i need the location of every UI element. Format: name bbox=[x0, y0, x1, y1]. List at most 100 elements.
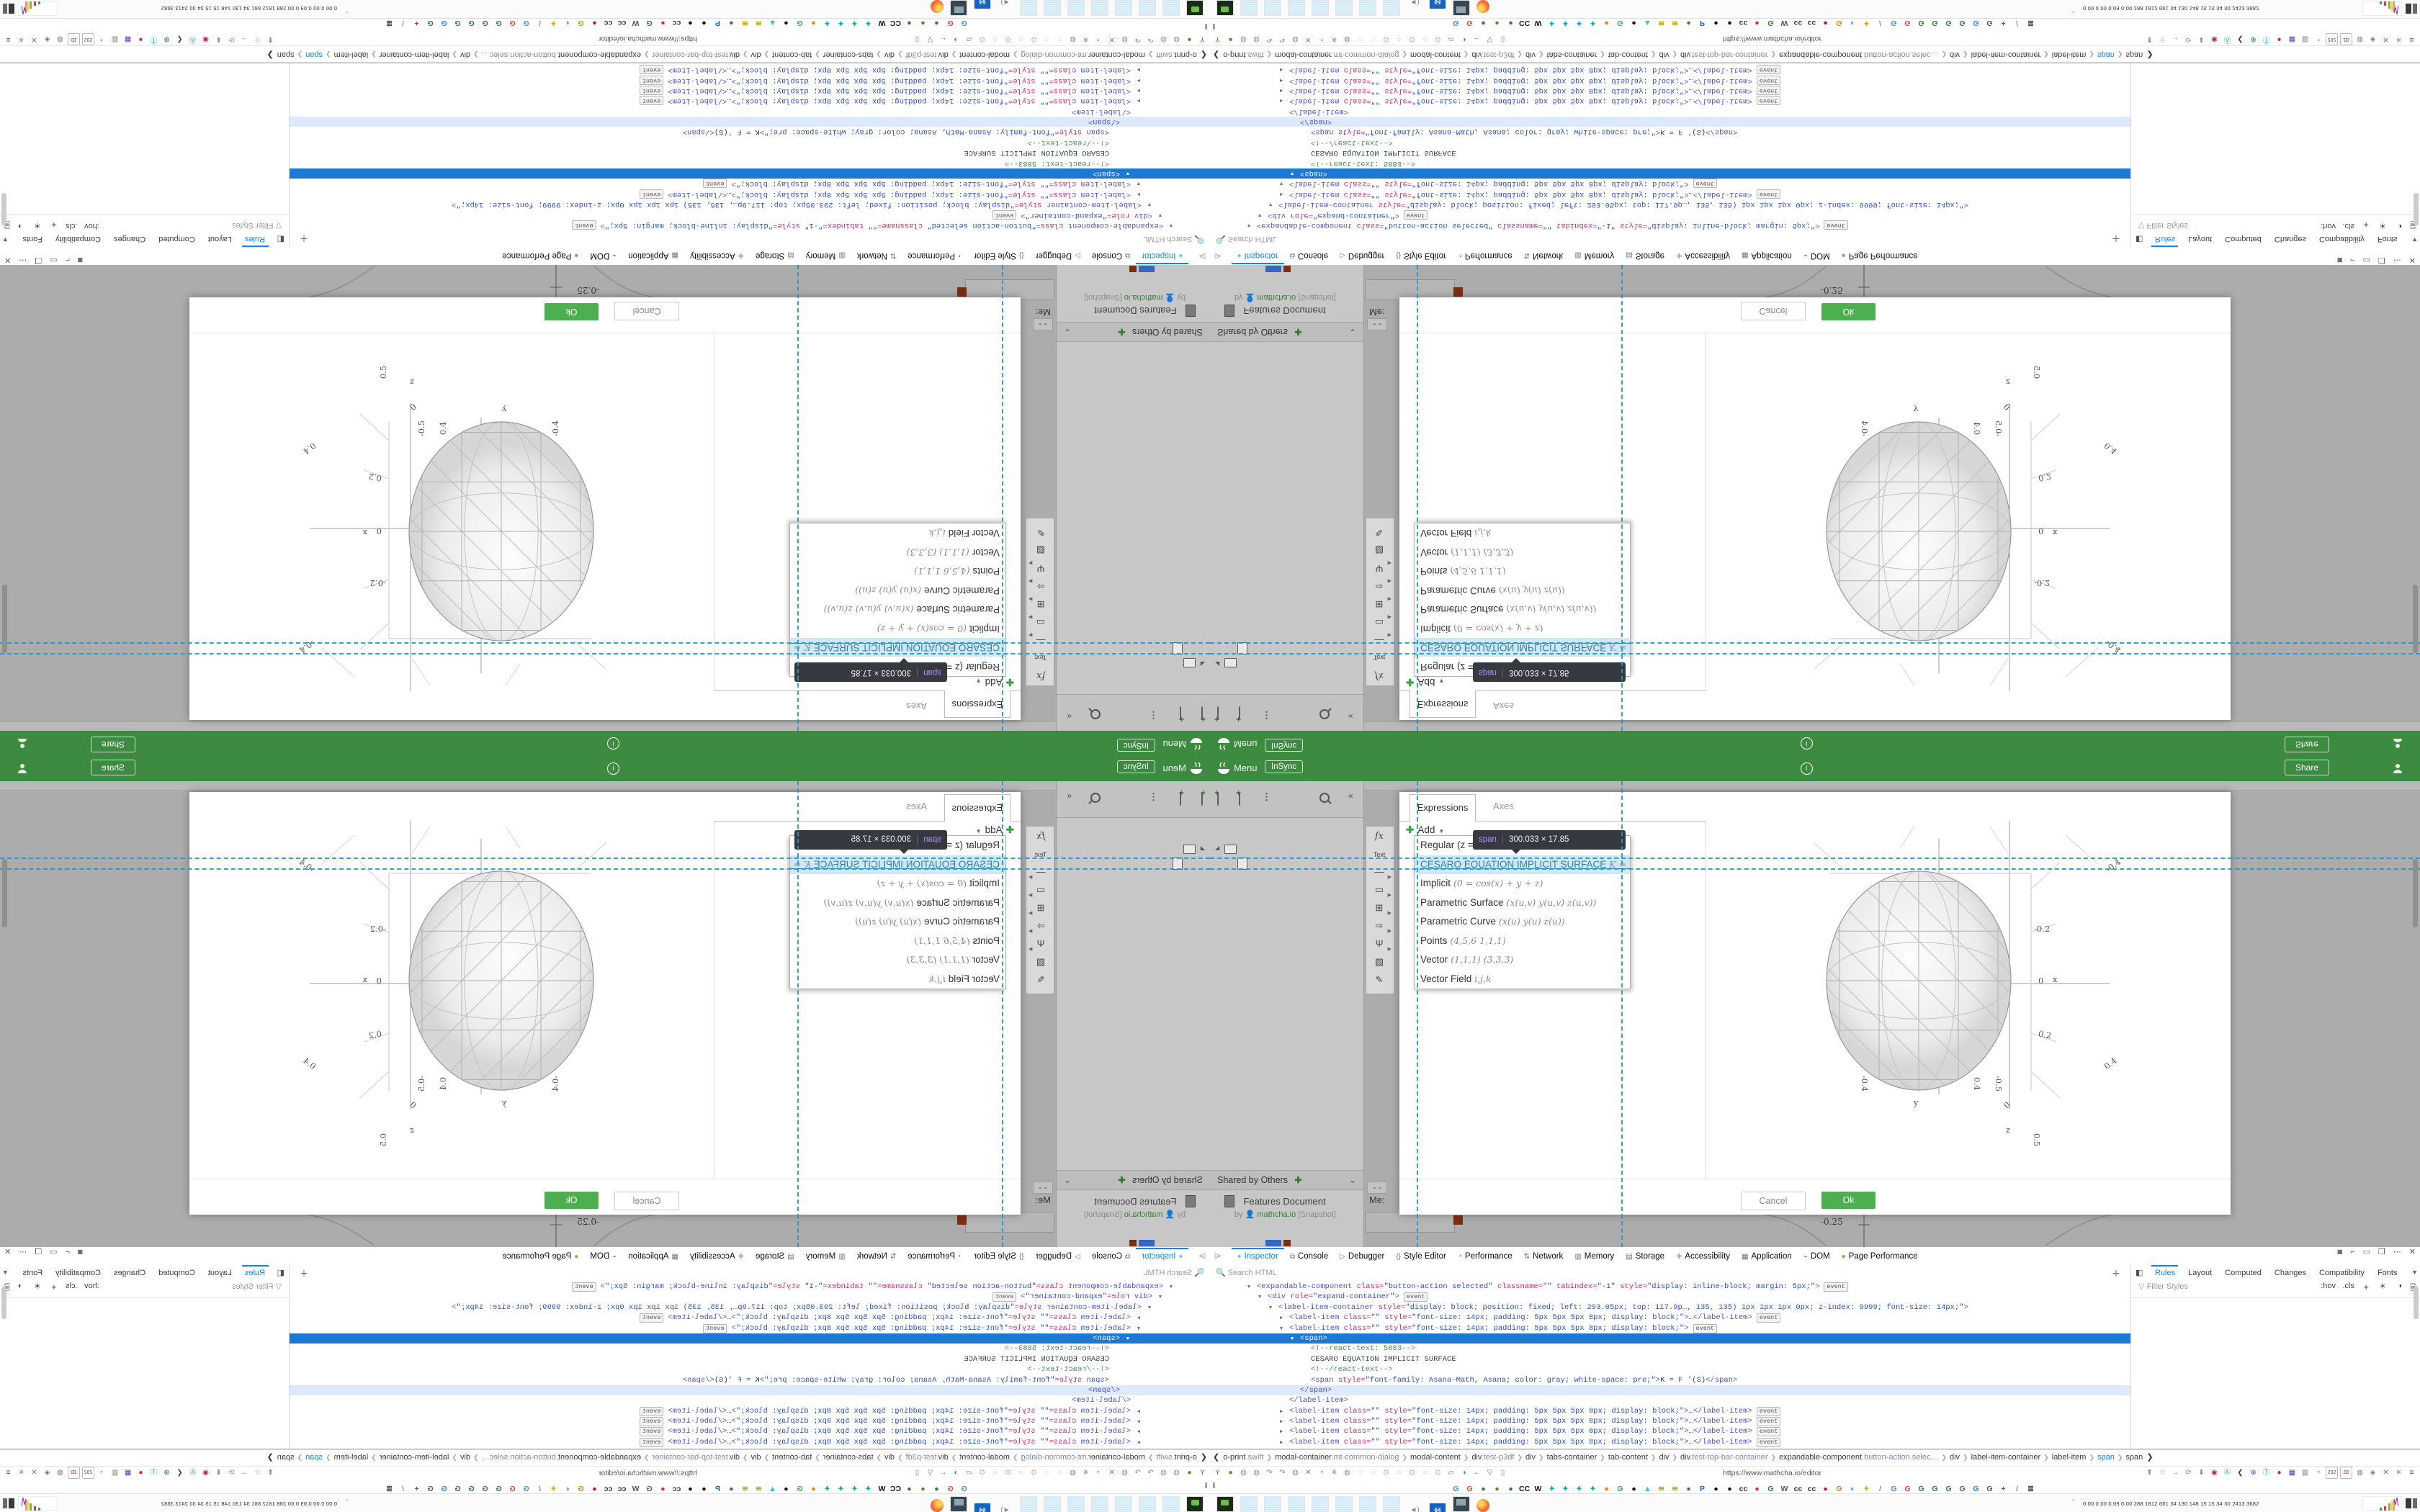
breadcrumb-item[interactable]: div bbox=[884, 1453, 895, 1462]
bookmark-icon[interactable]: G bbox=[509, 19, 516, 27]
browser-toolbar-icon[interactable]: ◔ bbox=[1096, 35, 1101, 43]
new-document-icon[interactable]: + bbox=[1214, 788, 1219, 806]
devtools-tab-performance[interactable]: ◔Performance bbox=[1457, 251, 1512, 260]
browser-extension-icon[interactable]: Ⓐ bbox=[189, 1469, 197, 1477]
search-icon[interactable] bbox=[1319, 709, 1330, 719]
dark-scheme-icon[interactable]: ◑ bbox=[18, 1282, 23, 1290]
breadcrumb-item[interactable]: div bbox=[884, 50, 895, 59]
browser-extension-icon[interactable]: ✳ bbox=[18, 35, 24, 43]
taskbar-app-notepad[interactable] bbox=[1139, 1496, 1156, 1512]
browser-toolbar-icon[interactable]: ● bbox=[1187, 35, 1192, 43]
bookmark-icon[interactable]: G bbox=[496, 1485, 502, 1493]
devtools-tab-accessibility[interactable]: ✛Accessibility bbox=[689, 1252, 744, 1261]
more-options-icon[interactable]: ⋮ bbox=[1149, 710, 1158, 721]
devtools-tab-storage[interactable]: ▤Storage bbox=[1626, 1252, 1665, 1261]
search-html-input[interactable]: 🔍 Search HTML bbox=[1216, 1269, 1277, 1277]
bookmark-icon[interactable]: ✦ bbox=[824, 19, 830, 27]
markup-line[interactable]: ▼<div role="expand-container">event bbox=[1210, 210, 2130, 220]
rules-tab-rules[interactable]: Rules bbox=[238, 231, 272, 247]
rules-tab-changes[interactable]: Changes bbox=[114, 1269, 146, 1277]
rules-overflow-icon[interactable]: ▼ bbox=[2, 1269, 9, 1276]
devtools-tab-console[interactable]: ⧉Console bbox=[1091, 1252, 1131, 1261]
browser-toolbar-icon[interactable]: ⊙ bbox=[979, 35, 985, 43]
rules-tab-compatibility[interactable]: Compatibility bbox=[55, 235, 102, 243]
add-shared-icon[interactable]: ✚ bbox=[1294, 327, 1302, 337]
collapse-sidebar-icon[interactable]: « bbox=[1067, 711, 1072, 721]
collapse-sidebar-icon[interactable]: « bbox=[1067, 791, 1072, 801]
browser-toolbar-icon[interactable]: ◍ bbox=[1240, 35, 1247, 43]
bookmark-icon[interactable]: G bbox=[797, 1485, 803, 1493]
bookmark-icon[interactable]: cc bbox=[1739, 1485, 1748, 1493]
markup-line[interactable]: ▼<div role="expand-container">event bbox=[1210, 1292, 2130, 1302]
markup-line[interactable]: <!--react-text: 5883--> bbox=[1005, 158, 1109, 168]
bookmark-icon[interactable]: G bbox=[468, 19, 475, 27]
browser-extension-icon[interactable]: 292 bbox=[2326, 32, 2338, 45]
sidebar-toggle-icon[interactable]: ◧ bbox=[2136, 235, 2143, 243]
taskbar-app-notepad[interactable] bbox=[1067, 0, 1085, 16]
breadcrumb-item[interactable]: label-item-container bbox=[1971, 1453, 2041, 1462]
browser-toolbar-icon[interactable]: ▱ bbox=[966, 1469, 972, 1477]
menu-item-parametric-surface[interactable]: Parametric Surface (x(u,v) y(u,v) z(u,v)… bbox=[1420, 896, 1597, 908]
bookmark-icon[interactable]: G bbox=[1891, 1485, 1897, 1493]
devtools-tab-console[interactable]: ⧉Console bbox=[1289, 251, 1329, 260]
bookmark-icon[interactable]: G bbox=[509, 1485, 516, 1493]
bookmark-icon[interactable]: G bbox=[947, 19, 954, 27]
ok-button[interactable]: Ok bbox=[544, 303, 599, 320]
browser-toolbar-icon[interactable]: ○ bbox=[1397, 35, 1402, 43]
url-text[interactable]: https://www.mathcha.io/editor bbox=[598, 1469, 697, 1477]
taskbar-app-notepad[interactable] bbox=[1115, 0, 1132, 16]
markup-line[interactable]: ▶ <label-item class="" style="font-size: … bbox=[290, 1416, 1210, 1427]
browser-toolbar-icon[interactable]: ○ bbox=[1044, 1469, 1049, 1477]
add-rule-icon[interactable]: ＋ bbox=[300, 233, 309, 243]
devtools-tab-network[interactable]: ⇅Network bbox=[1523, 251, 1564, 260]
browser-extension-icon[interactable]: ⬇ bbox=[215, 35, 222, 43]
breadcrumb-item[interactable]: label-item-container bbox=[1971, 50, 2041, 59]
sidebar-toggle-icon[interactable]: ◧ bbox=[2136, 1269, 2143, 1277]
markup-line[interactable]: CESARO EQUATION IMPLICIT SURFACE bbox=[964, 1354, 1109, 1364]
menu-button[interactable]: Menu bbox=[1234, 739, 1258, 750]
breadcrumb-item[interactable]: div bbox=[1949, 1453, 1960, 1462]
menu-item-implicit[interactable]: Implicit (0 = cos(x) + y + z) bbox=[877, 624, 1000, 634]
rules-tab-fonts[interactable]: Fonts bbox=[22, 1269, 43, 1277]
bookmark-icon[interactable]: W bbox=[1534, 19, 1542, 27]
markup-line[interactable]: <!--react-text: 5883--> bbox=[1005, 1344, 1109, 1354]
image-tool[interactable]: ▨ bbox=[1374, 545, 1384, 556]
browser-extension-icon[interactable]: ▦ bbox=[2288, 1469, 2296, 1477]
browser-extension-icon[interactable]: ⊕ bbox=[2250, 35, 2257, 43]
bookmark-icon[interactable]: + bbox=[414, 19, 419, 27]
bookmark-icon[interactable]: / bbox=[539, 1485, 541, 1493]
markup-line[interactable]: ▼ <label-item class="" style="font-size: … bbox=[290, 1323, 1210, 1333]
line-tool[interactable]: — ▶ bbox=[1028, 866, 1046, 880]
breadcrumb-item[interactable]: div bbox=[1949, 50, 1960, 59]
search-icon[interactable] bbox=[1319, 793, 1330, 803]
devtools-tab-memory[interactable]: ▥Memory bbox=[805, 1252, 846, 1261]
breadcrumb-item[interactable]: tab-content bbox=[1608, 50, 1648, 59]
rules-tab-layout[interactable]: Layout bbox=[207, 235, 232, 243]
breadcrumb-item[interactable]: div.test-top-bar-container bbox=[1680, 50, 1768, 59]
browser-toolbar-icon[interactable]: ▱ bbox=[1448, 35, 1454, 43]
markup-line[interactable]: ▶ <label-item class="" style="font-size: … bbox=[1210, 65, 2130, 75]
bookmark-icon[interactable]: ▲ bbox=[768, 19, 776, 27]
text-tool[interactable]: Text bbox=[1373, 654, 1386, 661]
event-badge[interactable]: event bbox=[992, 1292, 1017, 1302]
markup-line[interactable]: <!--react-text: 5883--> bbox=[1311, 158, 1415, 168]
markup-line[interactable]: <span style="font-family: Asana-Math, As… bbox=[682, 1375, 1109, 1385]
devtools-tab-style-editor[interactable]: {}Style Editor bbox=[974, 1252, 1024, 1261]
breadcrumb-item[interactable]: div bbox=[750, 50, 761, 59]
devtools-tab-console[interactable]: ⧉Console bbox=[1289, 1252, 1329, 1261]
bookmark-icon[interactable]: ✦ bbox=[1549, 1485, 1555, 1493]
bookmark-icon[interactable]: ✦ bbox=[550, 19, 557, 27]
browser-extension-icon[interactable]: ● bbox=[2277, 35, 2282, 43]
breadcrumb-item[interactable]: span bbox=[2097, 50, 2115, 59]
browser-extension-icon[interactable]: Ⓣ bbox=[150, 1469, 158, 1477]
menu-item-implicit[interactable]: Implicit (0 = cos(x) + y + z) bbox=[1420, 624, 1543, 634]
add-shared-icon[interactable]: ✚ bbox=[1118, 1175, 1126, 1185]
bookmark-icon[interactable]: G bbox=[1904, 1485, 1911, 1493]
tab-axes[interactable]: Axes bbox=[906, 801, 927, 811]
class-toggle[interactable]: .cls bbox=[66, 222, 78, 230]
bookmark-icon[interactable]: ● bbox=[811, 1485, 816, 1493]
browser-toolbar-icon[interactable]: ← bbox=[1473, 35, 1481, 43]
bookmark-icon[interactable]: ✦ bbox=[1562, 1485, 1569, 1493]
taskbar-app-terminal[interactable] bbox=[1186, 1496, 1204, 1512]
browser-toolbar-icon[interactable]: ○ bbox=[1371, 35, 1376, 43]
